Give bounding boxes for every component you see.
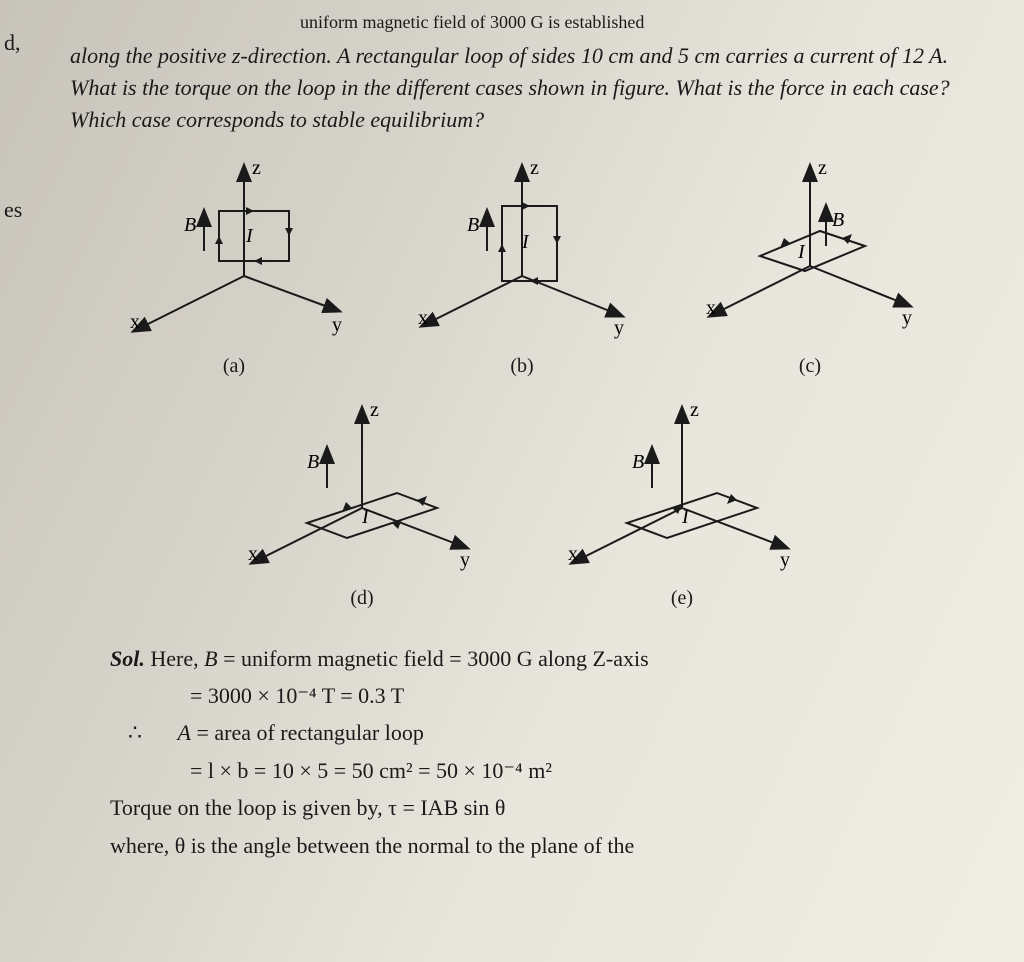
q-line3: loop in the different cases shown in fig… [297, 75, 848, 100]
sol-line4: where, θ is the angle between the normal… [110, 827, 974, 864]
fig-label-c: (c) [700, 355, 920, 378]
label-I-d: I [361, 506, 370, 528]
solution-block: Sol. Here, B = uniform magnetic field = … [30, 630, 994, 864]
axis-y-e: y [780, 549, 790, 571]
figure-b-svg: z y x B I [412, 156, 632, 346]
axis-z-c: z [818, 157, 827, 179]
axis-x-c: x [706, 297, 716, 319]
therefore-symbol: ∴ [128, 720, 142, 745]
axis-x-d: x [248, 543, 258, 565]
question-block: along the positive z-direction. A rectan… [30, 40, 994, 136]
fig-label-b: (b) [412, 355, 632, 378]
axis-z: z [252, 157, 261, 179]
label-I-a: I [245, 225, 254, 247]
sol-line1: Sol. Here, B = uniform magnetic field = … [110, 640, 974, 677]
label-B-e: B [632, 451, 644, 473]
figure-e: z y x B I (e) [562, 398, 802, 610]
axis-z-e: z [690, 399, 699, 421]
label-B-a: B [184, 214, 196, 236]
figure-c: z y x B I (c) [700, 156, 920, 378]
sol-prefix: Sol. [110, 646, 145, 671]
axis-x-e: x [568, 543, 578, 565]
sol-l2b: = area of rectangular loop [191, 720, 424, 745]
figure-a-svg: z y x B I [124, 156, 344, 346]
axis-y-b: y [614, 317, 624, 339]
figure-row-2: z y x B I (d) z y x B I [90, 398, 954, 610]
margin-d: d, [4, 28, 21, 59]
figure-d-svg: z y x B I [242, 398, 482, 578]
label-B-b: B [467, 214, 479, 236]
sol-line3: Torque on the loop is given by, τ = IAB … [110, 789, 974, 826]
label-B-d: B [307, 451, 319, 473]
label-I-b: I [521, 231, 530, 253]
axis-z-d: z [370, 399, 379, 421]
fig-label-e: (e) [562, 587, 802, 610]
label-B-c: B [832, 209, 844, 231]
label-I-c: I [797, 241, 806, 263]
axis-y: y [332, 314, 342, 336]
axis-y-d: y [460, 549, 470, 571]
label-I-e: I [681, 506, 690, 528]
figure-row-1: z y x B I (a) z y x B [90, 156, 954, 378]
axis-x-b: x [418, 307, 428, 329]
figure-e-svg: z y x B I [562, 398, 802, 578]
margin-es: es [4, 195, 22, 226]
figure-a: z y x B I (a) [124, 156, 344, 378]
sol-l1c: = uniform magnetic field = 3000 G along … [218, 646, 649, 671]
cut-text-top: uniform magnetic field of 3000 G is esta… [300, 10, 644, 35]
fig-label-d: (d) [242, 587, 482, 610]
sol-line2: ∴ A = area of rectangular loop [110, 714, 974, 751]
figure-b: z y x B I (b) [412, 156, 632, 378]
axis-x: x [130, 311, 140, 333]
sol-l1a: Here, [145, 646, 204, 671]
figure-d: z y x B I (d) [242, 398, 482, 610]
sol-l2a: A [178, 720, 191, 745]
axis-y-c: y [902, 307, 912, 329]
axis-z-b: z [530, 157, 539, 179]
sol-l1b: B [204, 646, 217, 671]
sol-eq1: = 3000 × 10⁻⁴ T = 0.3 T [110, 677, 974, 714]
figure-c-svg: z y x B I [700, 156, 920, 346]
sol-eq2: = l × b = 10 × 5 = 50 cm² = 50 × 10⁻⁴ m² [110, 752, 974, 789]
fig-label-a: (a) [124, 355, 344, 378]
q-line1: along the positive z-direction. A rectan… [70, 43, 634, 68]
